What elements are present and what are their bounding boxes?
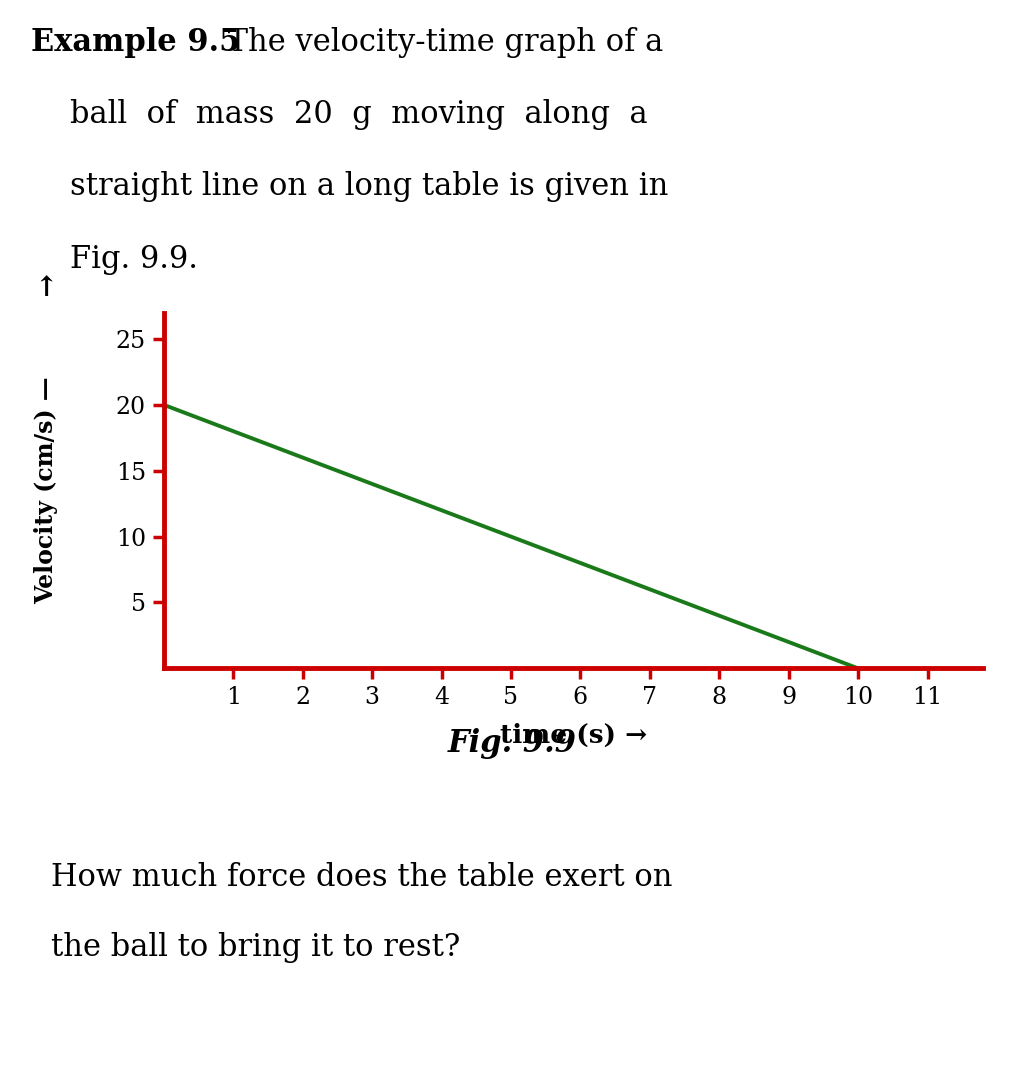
Text: Fig. 9.9.: Fig. 9.9.: [31, 244, 198, 275]
Text: the ball to bring it to rest?: the ball to bring it to rest?: [51, 932, 461, 964]
Text: Fig. 9.9: Fig. 9.9: [447, 729, 577, 759]
Text: Velocity (cm/s) —: Velocity (cm/s) —: [34, 376, 58, 605]
Text: ↑: ↑: [35, 275, 57, 302]
Text: Example 9.5: Example 9.5: [31, 27, 240, 58]
Text: How much force does the table exert on: How much force does the table exert on: [51, 862, 673, 894]
Text: ball  of  mass  20  g  moving  along  a: ball of mass 20 g moving along a: [31, 99, 647, 130]
Text: straight line on a long table is given in: straight line on a long table is given i…: [31, 171, 668, 203]
Text: The velocity-time graph of a: The velocity-time graph of a: [218, 27, 664, 58]
X-axis label: time (s) →: time (s) →: [500, 723, 647, 748]
